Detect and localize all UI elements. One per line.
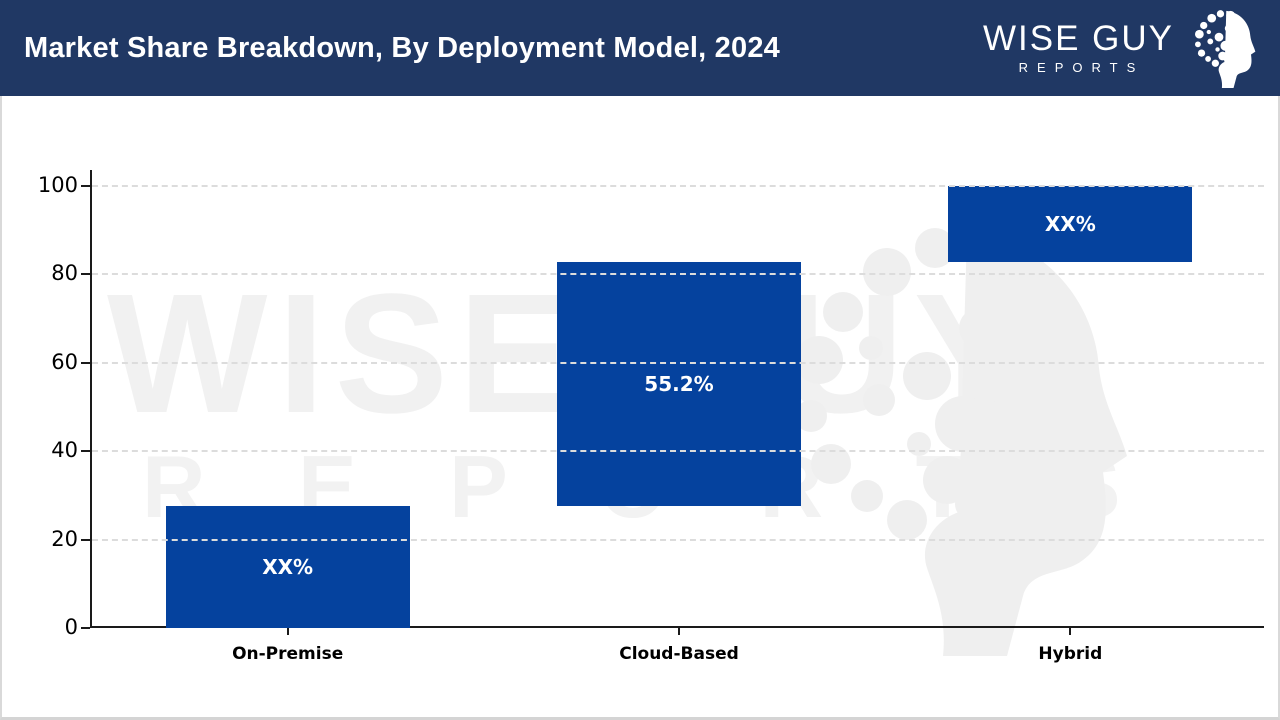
y-axis-tick-label: 100 xyxy=(37,173,78,197)
gridline xyxy=(92,538,1264,541)
logo-wordmark: WISE GUY xyxy=(982,19,1174,58)
y-axis-tick-mark xyxy=(81,538,90,541)
y-axis-tick-label: 60 xyxy=(51,349,78,374)
bar-value-label: 55.2% xyxy=(644,372,714,396)
bar-on-premise: XX% xyxy=(165,506,410,628)
bar-value-label: XX% xyxy=(262,554,314,579)
x-axis-tick-mark xyxy=(678,628,680,635)
y-axis-tick-label: 0 xyxy=(64,615,78,639)
header-bar: Market Share Breakdown, By Deployment Mo… xyxy=(0,0,1280,96)
bar-cloud-based: 55.2% xyxy=(557,262,801,506)
x-axis-tick-mark xyxy=(1069,628,1072,635)
y-axis-tick-mark xyxy=(81,185,90,187)
logo-text: WISE GUY REPORTS xyxy=(983,21,1174,75)
logo-head-icon xyxy=(1195,10,1256,88)
logo-subtext: REPORTS xyxy=(1018,60,1145,75)
gridline xyxy=(92,185,1264,187)
y-axis-tick-mark xyxy=(81,273,90,276)
page-title: Market Share Breakdown, By Deployment Mo… xyxy=(24,31,780,64)
y-axis-tick-mark xyxy=(81,361,90,364)
gridline xyxy=(92,450,1264,453)
chart-canvas: WISE GUY R E P O R T S 020406080100XX%On… xyxy=(0,96,1280,720)
y-axis-tick-label: 20 xyxy=(51,526,78,551)
x-axis-category-label: On-Premise xyxy=(232,644,344,664)
y-axis-tick-mark xyxy=(81,627,90,629)
x-axis-category-label: Cloud-Based xyxy=(619,644,739,664)
y-axis-tick-mark xyxy=(81,450,90,453)
wise-guy-logo: WISE GUY REPORTS xyxy=(983,8,1256,88)
plot-area: 0 20 40 60 80 100 XX% On-Premise 55.2% Cloud-Base… xyxy=(38,170,1264,664)
gridline xyxy=(92,361,1264,364)
y-axis-tick-label: 80 xyxy=(51,261,78,286)
y-axis-tick-label: 40 xyxy=(51,438,78,463)
bar-value-label: XX% xyxy=(1044,212,1096,236)
gridline xyxy=(92,273,1264,276)
bar-hybrid: XX% xyxy=(948,186,1193,263)
x-axis-tick-mark xyxy=(286,628,289,635)
x-axis-category-label: Hybrid xyxy=(1038,644,1103,664)
